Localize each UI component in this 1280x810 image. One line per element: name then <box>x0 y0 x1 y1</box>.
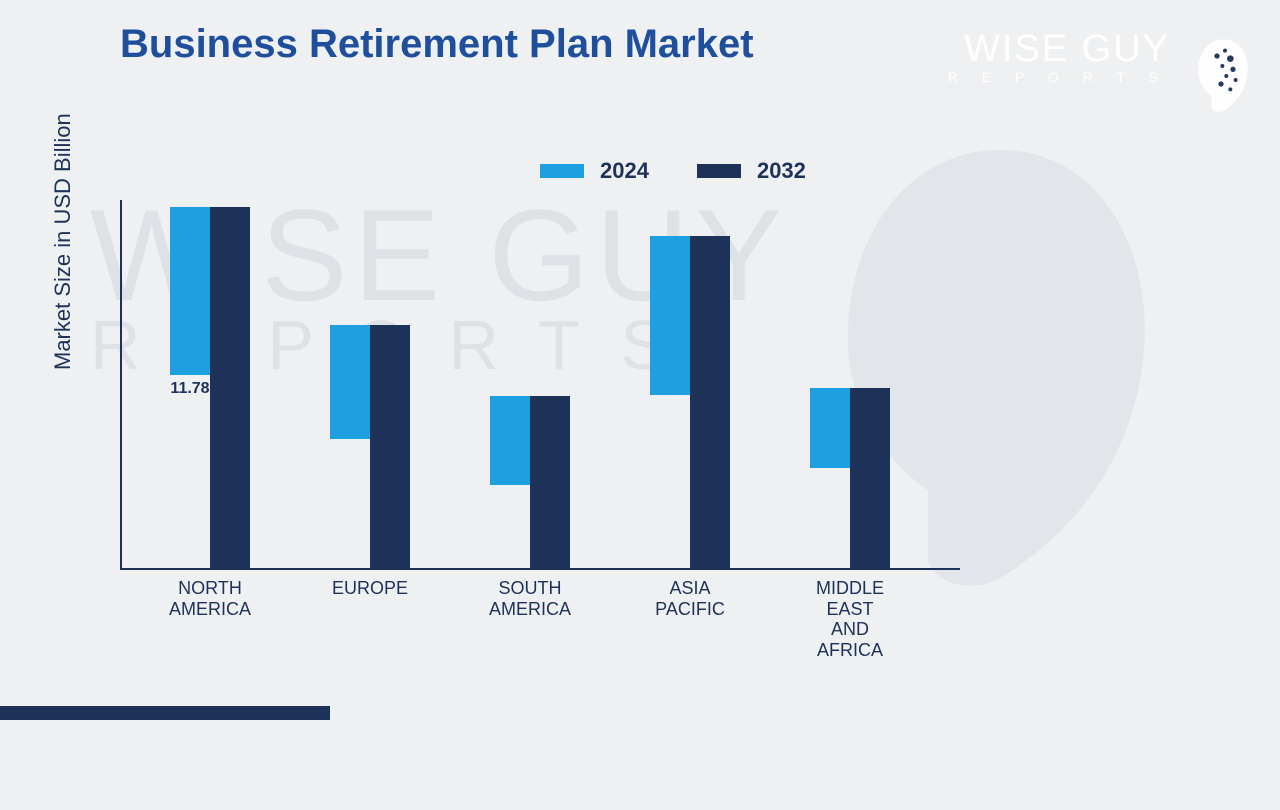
category-label: SOUTH AMERICA <box>460 570 600 619</box>
bar-group: SOUTH AMERICA <box>470 396 590 570</box>
legend-swatch-2032 <box>697 164 741 178</box>
bar <box>170 207 210 375</box>
legend: 2024 2032 <box>540 158 806 184</box>
category-label: ASIA PACIFIC <box>620 570 760 619</box>
bar-value-label: 11.78 <box>170 380 209 398</box>
bar-group: EUROPE <box>310 325 430 570</box>
bar <box>810 388 850 468</box>
bar <box>850 388 890 570</box>
bar <box>490 396 530 484</box>
chart-title: Business Retirement Plan Market <box>120 22 754 67</box>
bar <box>210 207 250 570</box>
plot-area: 11.78NORTH AMERICA EUROPE SOUTH AMERICA ASI… <box>120 200 960 570</box>
bar-group: ASIA PACIFIC <box>630 236 750 570</box>
footer-accent-bar <box>0 706 330 720</box>
brand-logo: WISE GUY R E P O R T S <box>948 28 1170 85</box>
logo-top: WISE GUY <box>948 28 1170 71</box>
bar <box>690 236 730 570</box>
logo-sub: R E P O R T S <box>948 69 1170 85</box>
y-axis <box>120 200 122 570</box>
category-label: NORTH AMERICA <box>140 570 280 619</box>
legend-swatch-2024 <box>540 164 584 178</box>
bar-group: 11.78NORTH AMERICA <box>150 207 270 570</box>
logo-head-icon <box>1182 36 1252 116</box>
category-label: MIDDLE EAST AND AFRICA <box>780 570 920 661</box>
bar <box>530 396 570 570</box>
legend-label-2032: 2032 <box>757 158 806 184</box>
legend-item-2032: 2032 <box>697 158 806 184</box>
bar-group: MIDDLE EAST AND AFRICA <box>790 388 910 570</box>
bar <box>650 236 690 395</box>
y-axis-label: Market Size in USD Billion <box>50 113 76 370</box>
legend-label-2024: 2024 <box>600 158 649 184</box>
bar <box>370 325 410 570</box>
bar <box>330 325 370 439</box>
category-label: EUROPE <box>300 570 440 599</box>
legend-item-2024: 2024 <box>540 158 649 184</box>
